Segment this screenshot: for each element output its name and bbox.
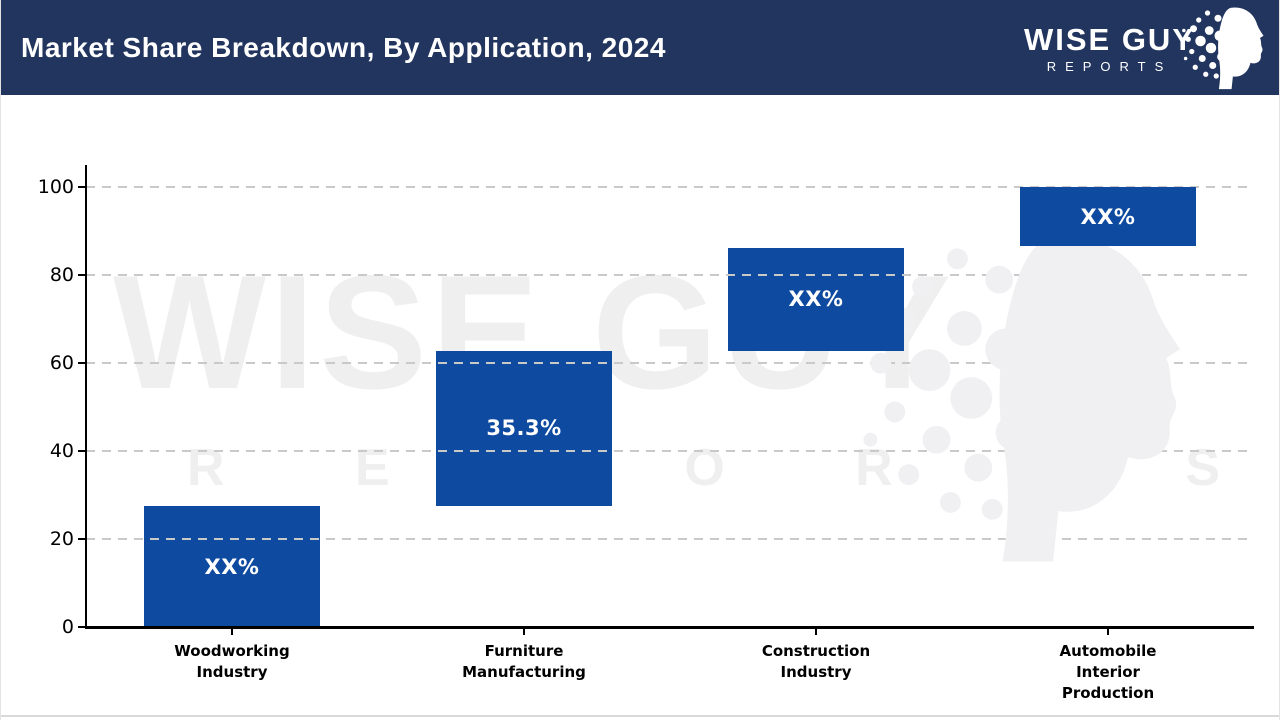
bottom-border-line (1, 715, 1279, 717)
category-label-3: Construction Industry (761, 642, 871, 681)
gridline-40 (86, 450, 1254, 452)
y-axis-line (85, 165, 87, 628)
gridline-60 (86, 362, 1254, 364)
category-label-1: Woodworking Industry (174, 642, 290, 681)
logo-text: WISE GUY REPORTS (1024, 22, 1195, 74)
y-tick-label-0: 0 (61, 616, 74, 638)
y-tickmark-20 (78, 538, 86, 540)
wise-guy-logo: WISE GUY REPORTS (1024, 4, 1269, 92)
bar-2: 35.3% (436, 350, 612, 506)
logo-reports-text: REPORTS (1046, 59, 1173, 74)
bar-value-label: XX% (204, 554, 260, 579)
watermark-head-icon (853, 222, 1201, 574)
logo-brand-text: WISE GUY (1023, 22, 1195, 57)
y-tickmark-80 (78, 274, 86, 276)
bar-value-label: 35.3% (486, 416, 562, 441)
y-tickmark-40 (78, 450, 86, 452)
gridline-over-bar-3 (728, 274, 904, 276)
bar-1: XX% (144, 506, 320, 627)
bar-3: XX% (728, 247, 904, 351)
x-tickmark-2 (523, 627, 525, 635)
bar-value-label: XX% (788, 287, 844, 312)
gridline-80 (86, 274, 1254, 276)
category-label-4: Automobile Interior Production (1059, 642, 1157, 702)
bar-4: XX% (1020, 187, 1196, 247)
y-tick-label-60: 60 (49, 352, 74, 374)
y-tick-label-100: 100 (37, 176, 74, 198)
x-tickmark-4 (1107, 627, 1109, 635)
y-tick-label-40: 40 (49, 440, 74, 462)
x-tickmark-3 (815, 627, 817, 635)
y-tickmark-100 (78, 186, 86, 188)
chart-title: Market Share Breakdown, By Application, … (21, 31, 666, 63)
header: Market Share Breakdown, By Application, … (1, 0, 1279, 95)
gridline-over-bar-2 (436, 450, 612, 452)
x-axis-line (85, 626, 1254, 629)
category-label-2: Furniture Manufacturing (462, 642, 586, 681)
gridline-over-bar-2 (436, 362, 612, 364)
y-tickmark-0 (78, 626, 86, 628)
x-tickmark-1 (231, 627, 233, 635)
y-tick-label-80: 80 (49, 264, 74, 286)
gridline-over-bar-1 (144, 538, 320, 540)
y-tick-label-20: 20 (49, 528, 74, 550)
bar-value-label: XX% (1080, 204, 1136, 229)
y-tickmark-60 (78, 362, 86, 364)
gridline-20 (86, 538, 1254, 540)
gridline-100 (86, 186, 1254, 188)
